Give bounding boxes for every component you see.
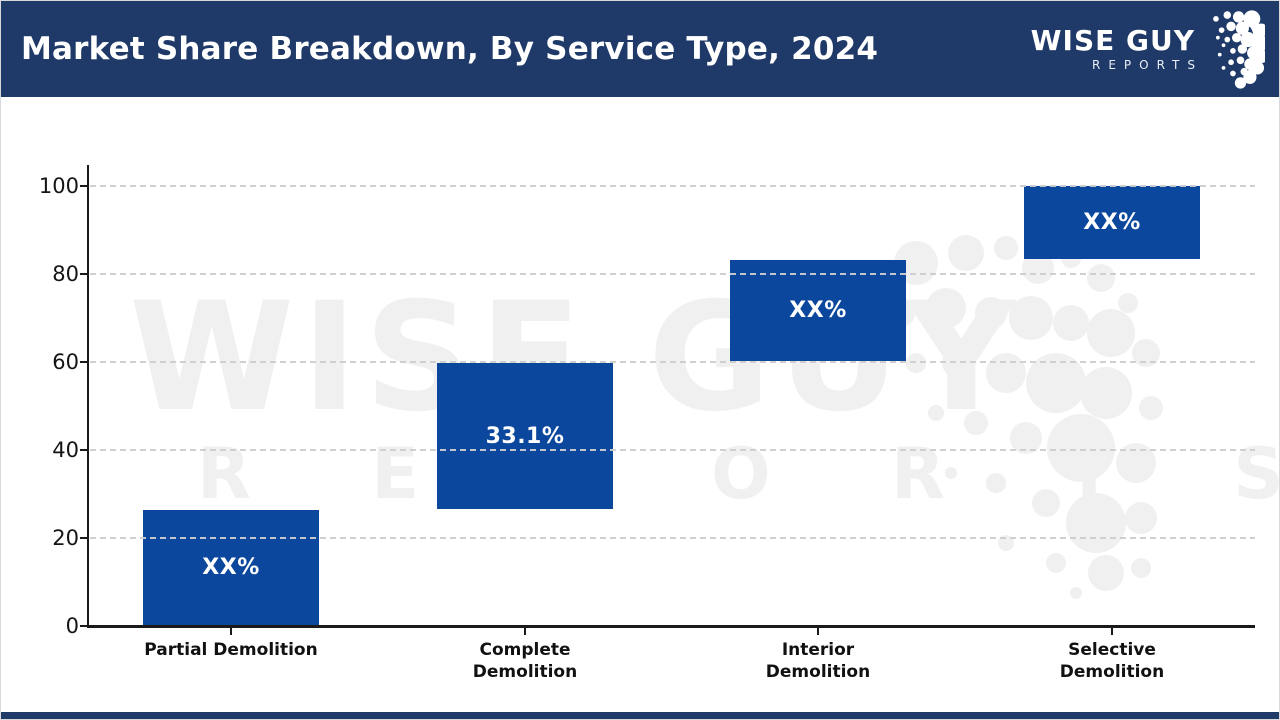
logo-wordmark: WISE GUY: [1030, 24, 1195, 57]
bar-value-label: XX%: [1083, 210, 1141, 236]
x-axis-line: [87, 625, 1255, 628]
gridline: [90, 273, 1255, 275]
header-band: Market Share Breakdown, By Service Type,…: [1, 1, 1279, 97]
y-tick-mark: [80, 185, 88, 187]
y-tick-label: 0: [65, 614, 79, 638]
gridline: [90, 185, 1255, 187]
watermark-dotted-head: [887, 235, 1163, 599]
x-tick-mark: [230, 627, 232, 635]
bar: XX%: [1024, 186, 1200, 260]
y-tick-label: 80: [52, 262, 79, 286]
bar-value-label: XX%: [789, 297, 847, 323]
gridline: [90, 449, 1255, 451]
y-tick-label: 100: [38, 174, 79, 198]
bar-value-label: 33.1%: [485, 423, 565, 449]
y-tick-label: 20: [52, 526, 79, 550]
y-tick-mark: [80, 625, 88, 627]
logo-subtitle: REPORTS: [1091, 58, 1203, 72]
footer-band: [1, 712, 1279, 719]
y-tick-mark: [80, 537, 88, 539]
x-tick-mark: [817, 627, 819, 635]
dotted-head-icon: [1213, 10, 1265, 89]
y-tick-label: 40: [52, 438, 79, 462]
gridline: [90, 537, 1255, 539]
wise-guy-reports-logo: WISE GUY REPORTS: [1031, 9, 1265, 89]
x-tick-mark: [1111, 627, 1113, 635]
y-tick-mark: [80, 273, 88, 275]
y-tick-mark: [80, 361, 88, 363]
y-tick-mark: [80, 449, 88, 451]
bar: 33.1%: [437, 363, 613, 509]
y-axis-line: [87, 165, 89, 628]
x-category-label: Interior Demolition: [765, 640, 871, 682]
y-tick-label: 60: [52, 350, 79, 374]
bar-value-label: XX%: [202, 555, 260, 581]
bar: XX%: [143, 509, 319, 626]
x-category-label: Selective Demolition: [1059, 640, 1165, 682]
bar: XX%: [730, 259, 906, 361]
x-tick-mark: [524, 627, 526, 635]
logo-text: WISE GUY REPORTS: [1030, 24, 1195, 72]
gridline: [90, 361, 1255, 363]
x-category-label: Partial Demolition: [144, 640, 318, 660]
page-title: Market Share Breakdown, By Service Type,…: [21, 31, 879, 67]
x-category-label: Complete Demolition: [472, 640, 578, 682]
